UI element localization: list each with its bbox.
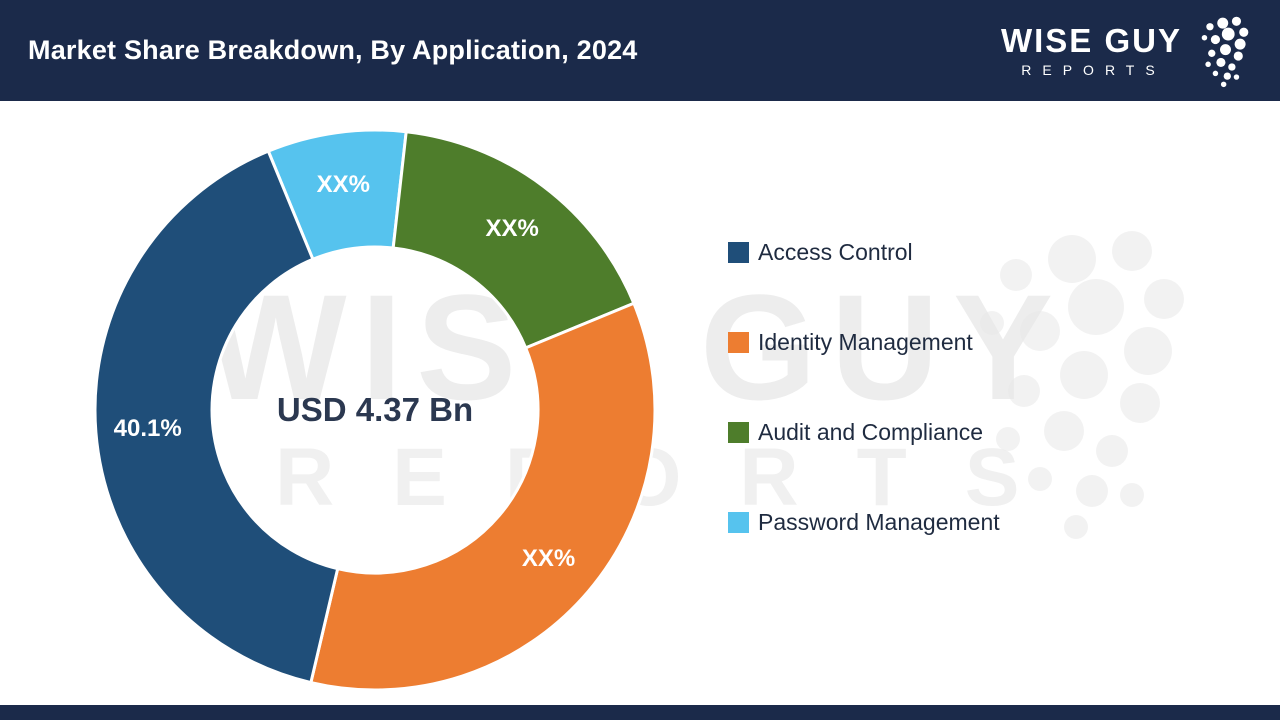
legend-item-access-control: Access Control: [728, 237, 1000, 267]
slice-value-label: XX%: [486, 215, 539, 242]
donut-chart: XX% XX% XX% 40.1% USD 4.37 Bn: [85, 120, 665, 700]
slice-value-label: 40.1%: [114, 415, 182, 442]
legend-item-password-management: Password Management: [728, 507, 1000, 537]
legend-label: Identity Management: [758, 328, 973, 355]
page-title: Market Share Breakdown, By Application, …: [28, 35, 638, 65]
logo-head-icon: [1201, 16, 1249, 87]
donut-center-value: USD 4.37 Bn: [276, 391, 474, 428]
brand-name: WISE GUY: [1000, 22, 1182, 59]
legend-label: Access Control: [758, 238, 913, 265]
brand-subtitle: REPORTS: [1021, 62, 1166, 78]
header: Market Share Breakdown, By Application, …: [0, 0, 1280, 101]
donut-svg: XX% XX% XX% 40.1%: [93, 128, 657, 692]
slice-value-label: XX%: [522, 545, 575, 572]
donut-segment-identity-management: [309, 301, 657, 692]
legend-swatch-access-control: [728, 241, 749, 263]
donut-segment-audit-and-compliance: [391, 130, 636, 350]
legend-swatch-identity-management: [728, 331, 749, 353]
legend-label: Audit and Compliance: [758, 418, 984, 445]
legend: Access Control Identity Management Audit…: [728, 237, 1000, 597]
legend-item-audit-and-compliance: Audit and Compliance: [728, 417, 1000, 447]
brand-text: WISE GUY REPORTS: [1001, 24, 1182, 77]
legend-swatch-password-management: [728, 511, 749, 533]
footer-bar: [0, 705, 1280, 720]
brand-logo: WISE GUY REPORTS: [1001, 11, 1252, 91]
legend-item-identity-management: Identity Management: [728, 327, 1000, 357]
chart-area: WISE GUY REPORTS XX% XX% XX% 40.1% USD 4.37…: [0, 101, 1280, 705]
donut-segment-access-control: [93, 149, 340, 685]
slice-value-label: XX%: [317, 171, 370, 198]
legend-swatch-audit-and-compliance: [728, 421, 749, 443]
legend-label: Password Management: [758, 508, 1000, 535]
